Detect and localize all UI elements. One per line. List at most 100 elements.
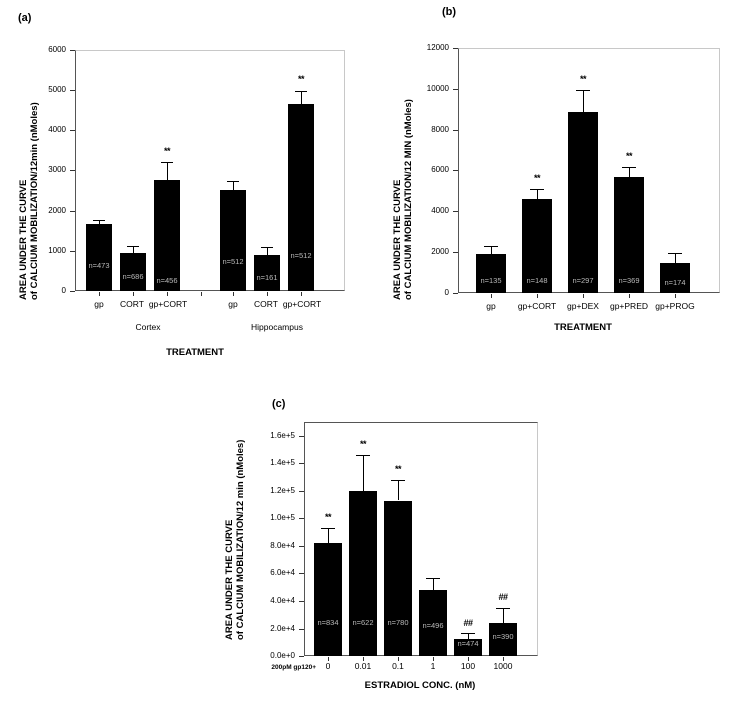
panel-a-y-axis-title-line1: AREA UNDER THE CURVE	[18, 179, 29, 300]
panel-a-ytick-label-0: 0	[61, 286, 66, 295]
n-label-estradiol-100: n=474	[457, 639, 479, 648]
errorbar-gp	[490, 245, 492, 263]
errorbar-cap-gp-cort	[530, 188, 544, 190]
n-label-cortex-gp-cort: n=456	[156, 276, 178, 285]
panel-a-ytick-label-1: 1000	[48, 246, 66, 255]
panel-b-ytick-label-3: 6000	[431, 165, 449, 174]
errorbar-estradiol-100	[467, 633, 469, 645]
panel-b-xtick-label-4: gp+PROG	[655, 301, 695, 311]
panel-b-xtick-label-1: gp+CORT	[517, 301, 557, 311]
panel-c-xtick-label-3: 1	[430, 661, 436, 671]
panel-c-ytick-mark	[299, 463, 304, 465]
panel-c-ytick-mark	[299, 545, 304, 547]
significance-gp-dex: **	[579, 74, 587, 84]
panel-c-xtick-label-2: 0.1	[392, 661, 404, 671]
n-label-estradiol-1: n=496	[422, 621, 444, 630]
panel-b-ytick-mark	[453, 211, 458, 212]
panel-c-xtick-label-5: 1000	[493, 661, 513, 671]
panel-b-ytick-label-0: 0	[444, 288, 449, 297]
errorbar-estradiol-0	[327, 528, 329, 544]
panel-a-ytick-label-5: 5000	[48, 85, 66, 94]
errorbar-cap-estradiol-1000	[496, 607, 510, 609]
bar-cortex-gp	[86, 223, 112, 291]
panel-b-ytick-label-4: 8000	[431, 125, 449, 134]
panel-c-y-axis-title-line1: AREA UNDER THE CURVE	[224, 519, 235, 640]
panel-c-xtick-mark	[363, 657, 364, 661]
panel-b-ytick-mark	[453, 89, 458, 90]
significance-cortex-gp-cort: **	[163, 146, 171, 156]
panel-a-xtick-mark	[99, 292, 100, 296]
panel-a-ytick-mark	[70, 251, 75, 252]
bar-hippocampus-gp-cort	[288, 103, 314, 291]
n-label-hippocampus-gp: n=512	[222, 257, 244, 266]
panel-b-xtick-mark	[675, 294, 676, 298]
panel-a-xtick-label-4: CORT	[254, 299, 278, 309]
panel-a-ytick-label-3: 3000	[48, 165, 66, 174]
panel-a-ytick-label-2: 2000	[48, 206, 66, 215]
n-label-estradiol-1000: n=390	[492, 632, 514, 641]
significance-hippocampus-gp-cort: **	[297, 74, 305, 84]
n-label-estradiol-0: n=834	[317, 618, 339, 627]
errorbar-cap-gp-pred	[622, 167, 636, 169]
panel-c-ytick-mark	[299, 435, 304, 437]
errorbar-cortex-gp	[98, 219, 100, 228]
panel-a-ytick-mark	[70, 50, 75, 51]
bar-estradiol-01	[384, 500, 412, 656]
errorbar-cap-cortex-gp-cort	[161, 161, 173, 163]
errorbar-cortex-cort	[132, 245, 134, 261]
panel-a-xtick-mark	[301, 292, 302, 296]
bar-hippocampus-gp	[220, 189, 246, 291]
significance-gp-cort: **	[533, 173, 541, 183]
bar-gp-pred	[614, 176, 644, 293]
significance-estradiol-1000: ##	[498, 592, 508, 602]
panel-c-y-axis-title-line2: of CALCIUM MOBILIZATION/12 min (nMoles)	[235, 439, 246, 640]
panel-c-ytick-label-1: 2.0e+4	[270, 623, 295, 633]
errorbar-cap-estradiol-001	[356, 455, 370, 456]
bar-estradiol-1000	[489, 623, 517, 656]
panel-a-ytick-mark	[70, 170, 75, 171]
panel-b-xtick-label-3: gp+PRED	[609, 301, 649, 311]
panel-c-xtick-mark	[398, 657, 399, 661]
panel-c-x-prefix-label: 200pM gp120+	[271, 664, 316, 671]
panel-c-x-axis-title: ESTRADIOL CONC. (nM)	[364, 680, 476, 691]
n-label-gp-dex: n=297	[572, 276, 594, 285]
panel-a-ytick-mark	[70, 291, 75, 292]
errorbar-hippocampus-gp	[232, 180, 234, 200]
errorbar-estradiol-001	[362, 455, 364, 491]
panel-b: (b) AREA UNDER THE CURVE of CALCIUM MOBI…	[370, 0, 739, 370]
panel-c: (c) AREA UNDER THE CURVE of CALCIUM MOBI…	[180, 390, 560, 702]
panel-a-xtick-mark	[167, 292, 168, 296]
panel-a: (a) AREA UNDER THE CURVE of CALCIUM MOBI…	[0, 0, 370, 370]
errorbar-cap-estradiol-01	[391, 479, 405, 481]
panel-b-ytick-label-5: 10000	[426, 84, 449, 93]
panel-b-ytick-mark	[453, 48, 458, 49]
panel-b-xtick-mark	[629, 294, 630, 298]
panel-a-xtick-label-3: gp	[228, 299, 238, 309]
panel-a-ytick-label-4: 4000	[48, 125, 66, 134]
panel-c-ytick-label-0: 0.0e+0	[270, 651, 295, 660]
n-label-hippocampus-cort: n=161	[256, 273, 278, 282]
panel-b-xtick-mark	[537, 294, 538, 298]
n-label-hippocampus-gp-cort: n=512	[290, 251, 312, 260]
panel-c-ytick-mark	[299, 518, 304, 520]
panel-a-ytick-mark	[70, 211, 75, 212]
errorbar-cap-estradiol-100	[461, 633, 475, 635]
panel-a-xtick-mark	[267, 292, 268, 296]
errorbar-cap-hippocampus-cort	[261, 246, 273, 248]
errorbar-estradiol-01	[397, 479, 399, 501]
panel-a-xtick-mark	[133, 292, 134, 296]
bar-gp-cort	[522, 198, 552, 293]
significance-estradiol-0: **	[324, 512, 332, 522]
panel-a-label: (a)	[18, 12, 32, 24]
panel-c-xtick-label-4: 100	[460, 661, 476, 671]
panel-c-ytick-mark	[299, 490, 304, 492]
panel-b-ytick-label-1: 2000	[431, 247, 449, 256]
panel-a-group-label-hippocampus: Hippocampus	[251, 322, 303, 332]
panel-b-ytick-mark	[453, 252, 458, 253]
errorbar-estradiol-1000	[502, 607, 504, 623]
n-label-gp-pred: n=369	[618, 276, 640, 285]
panel-a-ytick-mark	[70, 90, 75, 91]
panel-c-ytick-mark	[299, 656, 304, 657]
significance-estradiol-01: **	[394, 464, 402, 474]
panel-a-xtick-mark	[233, 292, 234, 296]
